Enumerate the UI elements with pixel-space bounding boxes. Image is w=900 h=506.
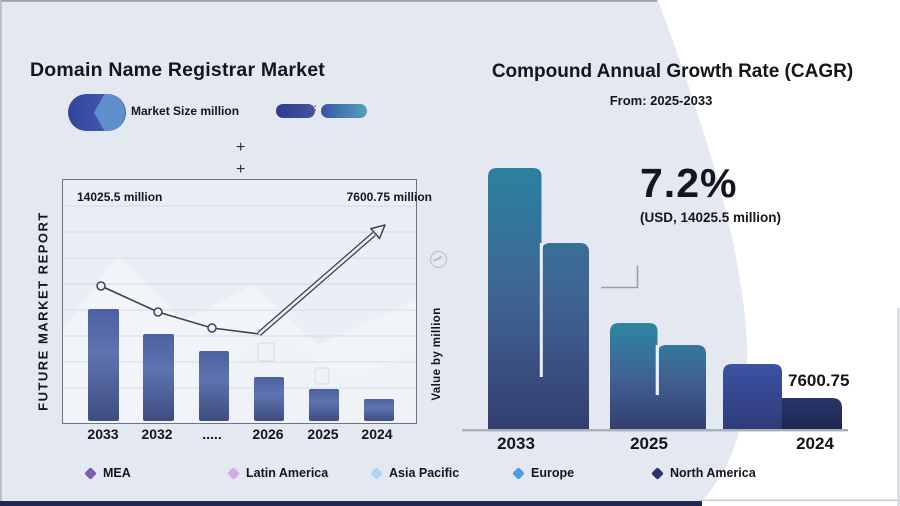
legend-label-mea: MEA	[103, 466, 131, 480]
legend-item-asia-pacific: Asia Pacific	[370, 466, 460, 480]
legend-label-latin-america: Latin America	[246, 466, 329, 480]
bottom-right-border	[700, 499, 900, 502]
plus-icon-2: +	[236, 161, 246, 178]
value-axis-label: Value by million	[431, 307, 443, 401]
bottom-navy-bar	[0, 501, 702, 506]
left-chart-panel	[62, 179, 417, 424]
legend-item-north-america: North America	[651, 466, 756, 480]
bar-2033-primary	[488, 168, 542, 430]
left-chart-max-value: 14025.5 million	[77, 190, 163, 204]
minus-circle-icon	[430, 251, 447, 268]
market-size-label: Market Size million	[131, 104, 240, 118]
corner-bracket-decoration	[601, 265, 639, 289]
legend-item-europe: Europe	[512, 466, 575, 480]
future-market-report-watermark: FUTURE MARKET REPORT	[35, 211, 51, 411]
cagr-value: 7.2%	[640, 160, 738, 206]
left-cat-dots: .....	[202, 426, 222, 442]
right-cat-2025: 2025	[630, 434, 668, 453]
left-cat-2024: 2024	[361, 426, 393, 442]
left-cat-2025: 2025	[307, 426, 339, 442]
diamond-icon-mea	[84, 466, 97, 480]
bar-2033-secondary	[541, 243, 589, 430]
trend-line	[96, 224, 386, 336]
left-chart-title: Domain Name Registrar Market	[30, 59, 325, 81]
right-chart-title: Compound Annual Growth Rate (CAGR)	[491, 61, 854, 82]
bar-dots	[199, 351, 229, 421]
right-chart-subtitle: From: 2025-2033	[609, 93, 713, 108]
legend-label-europe: Europe	[531, 466, 575, 480]
left-cat-2032: 2032	[141, 426, 173, 442]
gridlines	[63, 205, 416, 389]
bar-2033	[88, 309, 119, 421]
mountain-silhouette-front	[183, 330, 416, 423]
diamond-icon-europe	[512, 466, 525, 480]
market-size-bars	[88, 309, 394, 421]
ghost-icons	[257, 342, 330, 385]
right-border	[897, 308, 900, 506]
diamond-icon-latin-america	[227, 466, 240, 480]
bar-2024-secondary	[782, 398, 842, 430]
bar-2024-primary	[723, 364, 782, 430]
legend-pill-dark	[276, 104, 315, 118]
cagr-note: (USD, 14025.5 million)	[640, 210, 782, 225]
data-label-7600: 7600.75	[788, 371, 850, 390]
left-border	[0, 0, 2, 506]
cylinder-icon	[68, 94, 126, 131]
bar-2025-notch	[655, 345, 659, 395]
right-cat-2024: 2024	[796, 434, 834, 453]
left-cat-2026: 2026	[252, 426, 284, 442]
legend-item-latin-america: Latin America	[227, 466, 329, 480]
bar-2025-secondary	[657, 345, 706, 430]
left-chart-base-value: 7600.75 million	[346, 190, 432, 204]
bar-2024	[364, 399, 394, 421]
bar-2032	[143, 334, 174, 421]
diamond-icon-asia-pacific	[370, 466, 383, 480]
bar-2025	[309, 389, 339, 421]
legend-item-mea: MEA	[84, 466, 131, 480]
bar-2025-primary	[610, 323, 658, 430]
right-chart-axis	[462, 429, 848, 432]
bar-2033-notch	[539, 243, 543, 377]
legend-label-asia-pacific: Asia Pacific	[389, 466, 460, 480]
legend-pill-teal	[321, 104, 367, 118]
bar-2026	[254, 377, 284, 421]
plus-icon: +	[236, 139, 246, 156]
left-cat-2033: 2033	[87, 426, 119, 442]
diamond-icon-north-america	[651, 466, 664, 480]
arrow-head	[370, 224, 386, 240]
top-border	[0, 0, 657, 2]
pill-separator: :	[313, 103, 317, 114]
right-cat-2033: 2033	[497, 434, 535, 453]
legend-label-north-america: North America	[670, 466, 756, 480]
